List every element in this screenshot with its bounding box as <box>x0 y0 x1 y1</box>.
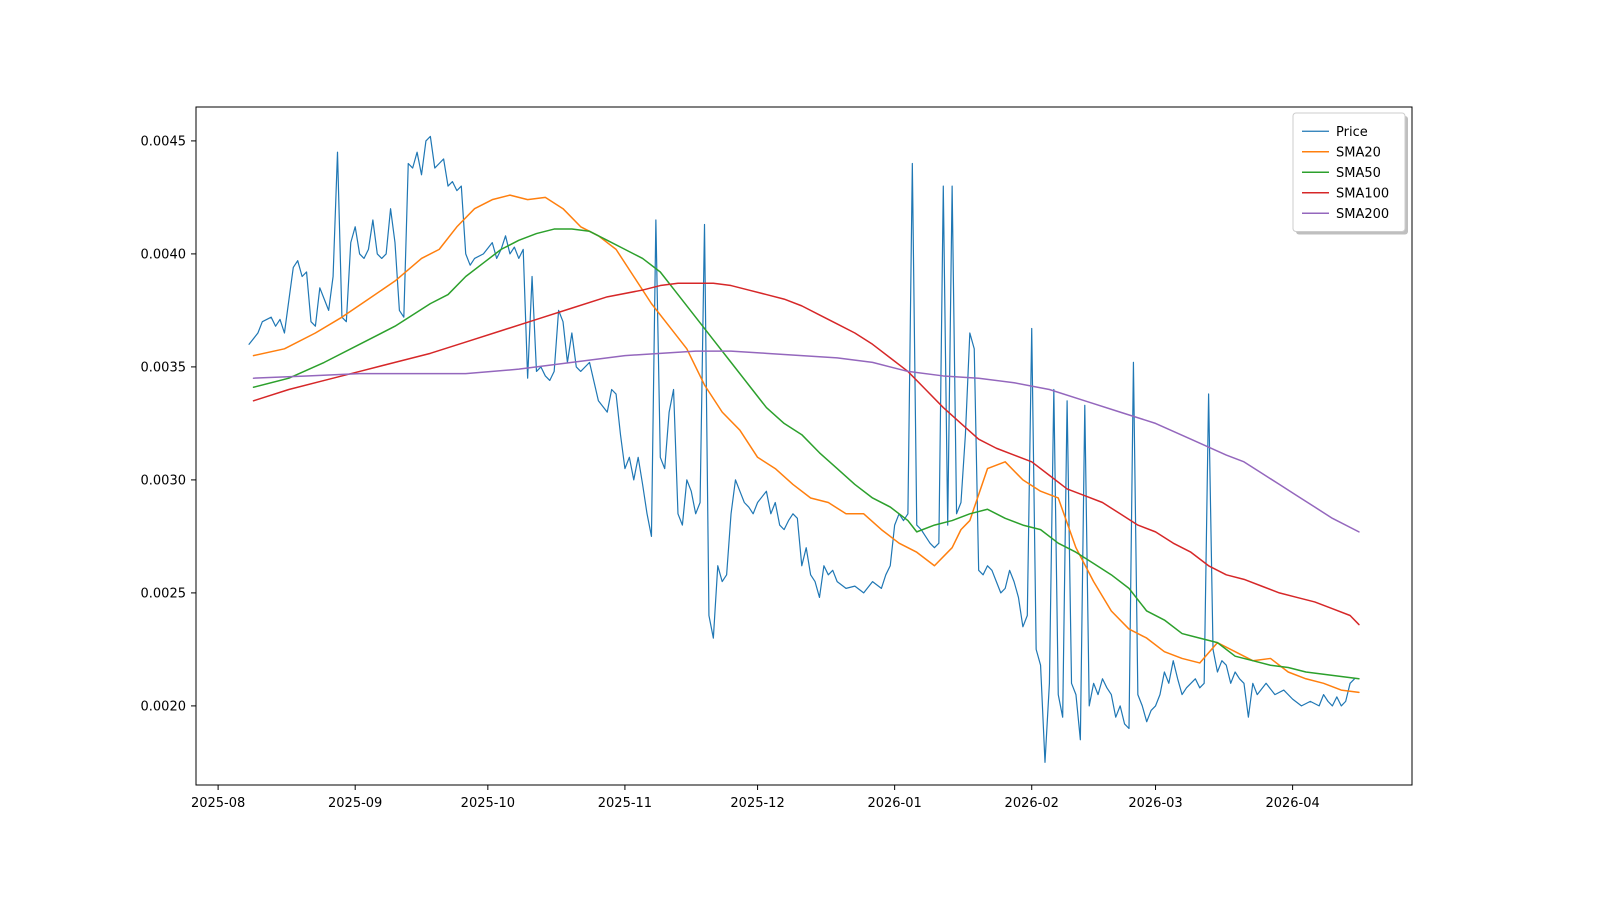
legend-label-sma50: SMA50 <box>1336 166 1381 181</box>
y-tick-label: 0.0045 <box>141 134 187 149</box>
legend-label-sma200: SMA200 <box>1336 207 1389 222</box>
legend-label-sma20: SMA20 <box>1336 145 1381 160</box>
series-line-sma200 <box>252 350 1360 533</box>
y-tick-label: 0.0030 <box>141 473 187 488</box>
x-tick-label: 2025-11 <box>598 796 652 811</box>
y-tick-label: 0.0035 <box>141 360 187 375</box>
y-tick-label: 0.0025 <box>141 586 187 601</box>
series-line-sma50 <box>252 228 1360 680</box>
x-tick-label: 2026-01 <box>867 796 921 811</box>
x-tick-label: 2025-08 <box>191 796 245 811</box>
series-line-price <box>248 135 1356 764</box>
x-tick-label: 2025-09 <box>328 796 382 811</box>
series-line-sma20 <box>252 194 1360 694</box>
legend-label-sma100: SMA100 <box>1336 186 1389 201</box>
x-tick-label: 2025-12 <box>730 796 784 811</box>
x-tick-label: 2026-04 <box>1265 796 1319 811</box>
legend-label-price: Price <box>1336 125 1368 140</box>
y-tick-label: 0.0020 <box>141 699 187 714</box>
plot-area-border <box>195 106 1413 786</box>
x-tick-label: 2025-10 <box>461 796 515 811</box>
x-tick-label: 2026-03 <box>1128 796 1182 811</box>
legend-box <box>1292 112 1406 232</box>
y-tick-label: 0.0040 <box>141 247 187 262</box>
x-tick-label: 2026-02 <box>1005 796 1059 811</box>
